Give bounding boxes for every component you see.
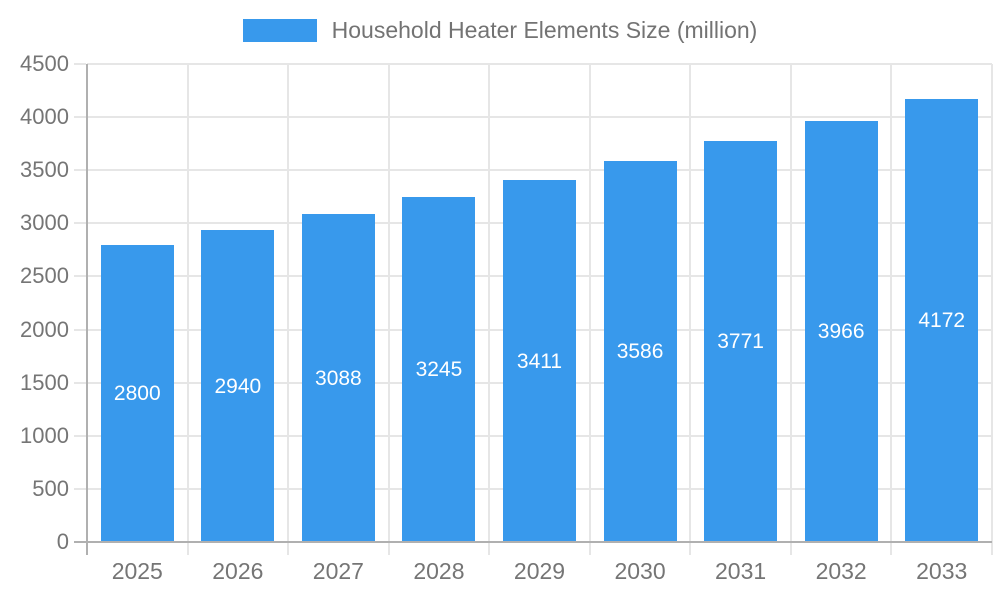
- y-axis-tick: [74, 222, 86, 225]
- gridline-horizontal: [87, 63, 992, 65]
- x-tick-label: 2028: [413, 558, 465, 584]
- gridline-horizontal: [87, 116, 992, 119]
- bar[interactable]: 3411: [503, 180, 576, 542]
- plot-area: 0 500 1000 1500 2000 2500 3000 3500 4000 4500 2800…: [20, 53, 993, 583]
- bar[interactable]: 2940: [201, 230, 275, 542]
- legend-label: Household Heater Elements Size (million): [331, 16, 758, 43]
- x-tick-label: 2031: [715, 558, 767, 584]
- x-axis-tick: [588, 542, 591, 555]
- x-tick-label: 2025: [111, 558, 163, 584]
- bar[interactable]: 2800: [100, 245, 174, 542]
- x-axis-tick: [287, 542, 290, 555]
- gridline-vertical: [689, 64, 692, 542]
- x-axis-tick: [991, 542, 993, 555]
- bar[interactable]: 3966: [804, 121, 878, 542]
- bar[interactable]: 4172: [905, 99, 979, 542]
- x-axis-tick: [488, 542, 491, 555]
- gridline-vertical: [287, 64, 290, 542]
- bar-value-label: 3771: [717, 330, 764, 353]
- gridline-vertical: [186, 64, 189, 542]
- x-axis-tick: [186, 542, 189, 555]
- y-axis-tick: [74, 434, 86, 437]
- bar-value-label: 4172: [918, 309, 966, 332]
- y-axis-tick: [74, 381, 86, 384]
- bar-value-label: 3245: [415, 358, 463, 381]
- y-axis-tick: [74, 275, 86, 278]
- x-axis-line: [74, 541, 992, 543]
- bar-value-label: 3411: [516, 349, 563, 373]
- x-axis-tick: [387, 542, 390, 555]
- x-tick-label: 2027: [312, 558, 364, 584]
- y-tick-label: 3000: [20, 210, 69, 236]
- x-axis-tick: [789, 542, 792, 555]
- bar-value-label: 3586: [616, 340, 664, 363]
- y-tick-label: 500: [32, 475, 69, 501]
- x-tick-label: 2026: [212, 558, 264, 584]
- gridline-horizontal: [87, 169, 992, 172]
- gridline-vertical: [488, 64, 491, 542]
- bar-value-label: 2800: [113, 382, 161, 405]
- gridline-vertical: [890, 64, 893, 542]
- x-tick-label: 2033: [916, 558, 968, 584]
- gridline-vertical: [387, 64, 390, 542]
- y-tick-label: 0: [56, 529, 69, 554]
- y-axis-tick: [74, 63, 86, 65]
- x-tick-label: 2032: [815, 558, 867, 584]
- y-axis-tick: [74, 169, 86, 172]
- y-tick-label: 1500: [20, 369, 69, 395]
- gridline-vertical: [789, 64, 792, 542]
- bar[interactable]: 3245: [402, 197, 476, 542]
- bar[interactable]: 3586: [603, 161, 677, 542]
- y-axis-tick: [74, 116, 86, 119]
- y-tick-label: 2000: [20, 316, 69, 342]
- bar[interactable]: 3771: [704, 141, 778, 542]
- bar-value-label: 3966: [817, 320, 865, 343]
- gridline-vertical: [588, 64, 591, 542]
- y-axis-tick: [74, 328, 86, 331]
- bar[interactable]: 3088: [301, 214, 375, 542]
- y-tick-label: 4500: [20, 51, 69, 76]
- gridline-vertical: [991, 64, 993, 542]
- x-axis-tick: [689, 542, 692, 555]
- bar-value-label: 2940: [214, 374, 262, 398]
- legend[interactable]: Household Heater Elements Size (million): [0, 10, 1000, 50]
- x-tick-label: 2029: [513, 558, 566, 584]
- x-axis-tick: [890, 542, 893, 555]
- y-tick-label: 4000: [20, 104, 69, 130]
- bar-value-label: 3088: [315, 366, 362, 390]
- legend-swatch: [242, 18, 317, 42]
- y-axis-line: [86, 64, 88, 555]
- y-tick-label: 3500: [20, 157, 69, 183]
- y-tick-label: 1000: [20, 422, 69, 448]
- y-axis-tick: [74, 487, 86, 490]
- x-tick-label: 2030: [614, 558, 666, 584]
- y-tick-label: 2500: [20, 263, 69, 289]
